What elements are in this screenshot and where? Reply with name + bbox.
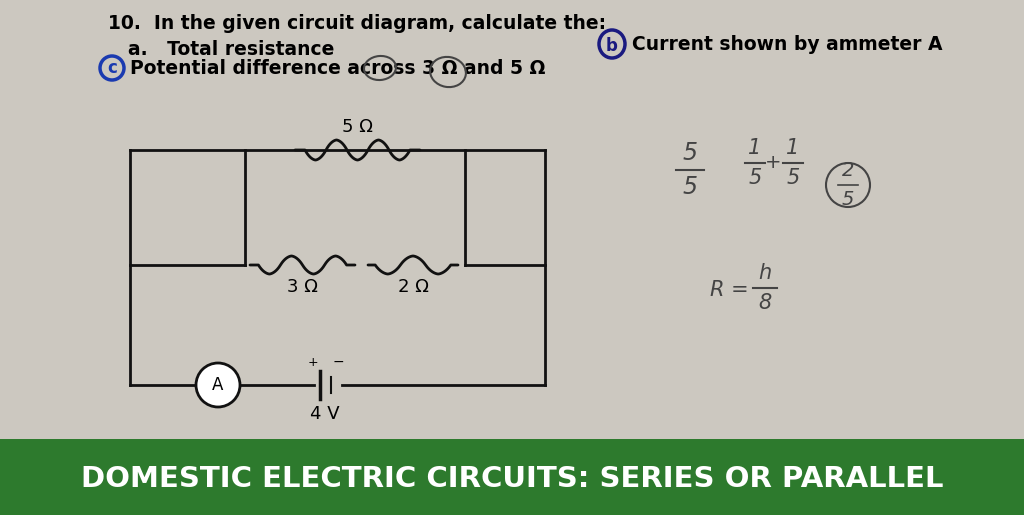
Text: 1: 1	[749, 138, 762, 158]
Text: h: h	[759, 263, 772, 283]
Text: 2: 2	[842, 161, 854, 180]
Text: 5: 5	[683, 141, 697, 165]
Circle shape	[196, 363, 240, 407]
Text: 10.  In the given circuit diagram, calculate the:: 10. In the given circuit diagram, calcul…	[108, 14, 606, 33]
Text: 8: 8	[759, 293, 772, 313]
Text: 5: 5	[683, 175, 697, 199]
Text: 5 Ω: 5 Ω	[342, 118, 373, 136]
Text: 2 Ω: 2 Ω	[397, 278, 428, 296]
Text: −: −	[332, 355, 344, 369]
Text: Current shown by ammeter A: Current shown by ammeter A	[632, 35, 942, 54]
Text: b: b	[606, 37, 617, 55]
Text: 4 V: 4 V	[310, 405, 340, 423]
FancyBboxPatch shape	[0, 439, 1024, 515]
Text: A: A	[212, 376, 223, 394]
Text: 1: 1	[786, 138, 800, 158]
Text: 5: 5	[749, 168, 762, 188]
Text: 5: 5	[786, 168, 800, 188]
Text: R =: R =	[710, 280, 749, 300]
Text: +: +	[307, 356, 318, 369]
Text: 5: 5	[842, 190, 854, 209]
Text: Potential difference across 3 Ω and 5 Ω: Potential difference across 3 Ω and 5 Ω	[130, 59, 546, 77]
Text: 3 Ω: 3 Ω	[287, 278, 317, 296]
Text: +: +	[765, 152, 781, 171]
Text: c: c	[108, 59, 117, 77]
Text: DOMESTIC ELECTRIC CIRCUITS: SERIES OR PARALLEL: DOMESTIC ELECTRIC CIRCUITS: SERIES OR PA…	[81, 465, 943, 493]
Text: a.   Total resistance: a. Total resistance	[128, 40, 335, 59]
